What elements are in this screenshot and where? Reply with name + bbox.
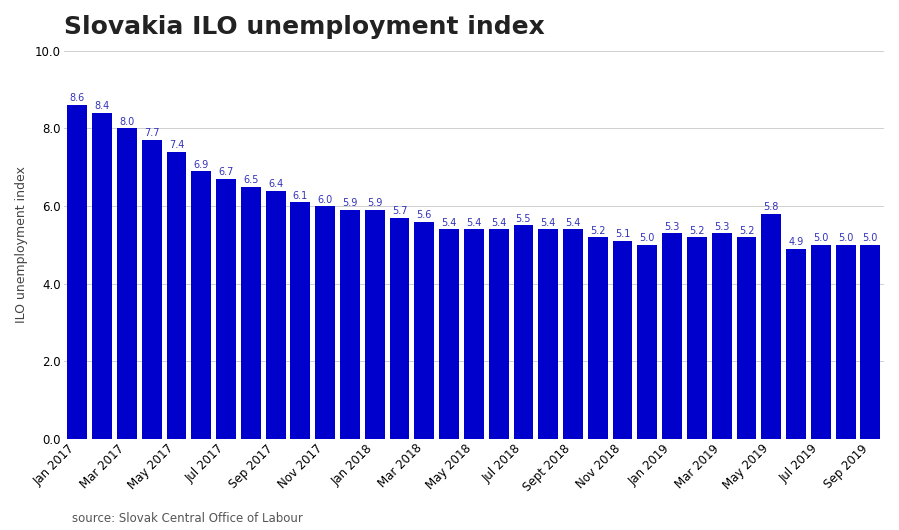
Bar [539, 229, 558, 439]
Text: 5.2: 5.2 [739, 226, 754, 235]
Bar [414, 222, 434, 439]
Bar [340, 210, 360, 439]
Bar [93, 113, 112, 439]
Text: 5.1: 5.1 [615, 229, 630, 240]
Text: 6.5: 6.5 [243, 175, 259, 185]
Text: 6.1: 6.1 [293, 191, 308, 201]
Bar [489, 229, 509, 439]
Text: 5.4: 5.4 [467, 218, 482, 228]
Text: 5.9: 5.9 [343, 198, 358, 208]
Text: 5.4: 5.4 [540, 218, 556, 228]
Bar [117, 128, 137, 439]
Text: 5.5: 5.5 [516, 214, 531, 224]
Text: 5.0: 5.0 [813, 233, 829, 243]
Bar [365, 210, 385, 439]
Text: 5.6: 5.6 [416, 210, 432, 220]
Bar [266, 190, 286, 439]
Bar [389, 218, 409, 439]
Bar [191, 171, 211, 439]
Text: 5.9: 5.9 [367, 198, 382, 208]
Text: 6.0: 6.0 [317, 195, 333, 205]
Bar [142, 140, 162, 439]
Text: 5.2: 5.2 [690, 226, 705, 235]
Bar [836, 245, 856, 439]
Bar [687, 237, 707, 439]
Bar [67, 105, 87, 439]
Text: 5.0: 5.0 [838, 233, 853, 243]
Text: 7.7: 7.7 [144, 128, 159, 138]
Bar [464, 229, 484, 439]
Bar [663, 233, 682, 439]
Text: 5.4: 5.4 [441, 218, 457, 228]
Bar [513, 225, 533, 439]
Bar [440, 229, 459, 439]
Text: 8.0: 8.0 [120, 117, 135, 127]
Bar [563, 229, 583, 439]
Text: 5.8: 5.8 [763, 202, 779, 213]
Text: Slovakia ILO unemployment index: Slovakia ILO unemployment index [64, 15, 545, 39]
Text: 4.9: 4.9 [788, 237, 804, 247]
Bar [860, 245, 880, 439]
Bar [588, 237, 608, 439]
Text: 5.0: 5.0 [863, 233, 878, 243]
Bar [316, 206, 335, 439]
Text: 5.7: 5.7 [392, 206, 407, 216]
Bar [290, 202, 310, 439]
Text: 5.0: 5.0 [640, 233, 655, 243]
Bar [786, 249, 806, 439]
Text: 6.9: 6.9 [193, 160, 209, 170]
Bar [811, 245, 831, 439]
Text: 5.2: 5.2 [590, 226, 606, 235]
Bar [761, 214, 781, 439]
Bar [612, 241, 633, 439]
Bar [712, 233, 732, 439]
Bar [166, 152, 186, 439]
Bar [637, 245, 657, 439]
Text: 6.7: 6.7 [218, 167, 234, 178]
Text: 5.3: 5.3 [664, 222, 680, 232]
Text: 5.3: 5.3 [714, 222, 729, 232]
Text: 5.4: 5.4 [565, 218, 581, 228]
Text: 8.4: 8.4 [94, 101, 110, 111]
Y-axis label: ILO unemployment index: ILO unemployment index [15, 166, 28, 323]
Bar [736, 237, 756, 439]
Text: 8.6: 8.6 [70, 93, 85, 103]
Text: 7.4: 7.4 [169, 140, 184, 150]
Text: 5.4: 5.4 [491, 218, 506, 228]
Text: source: Slovak Central Office of Labour: source: Slovak Central Office of Labour [72, 511, 303, 525]
Text: 6.4: 6.4 [268, 179, 283, 189]
Bar [241, 187, 261, 439]
Bar [216, 179, 236, 439]
